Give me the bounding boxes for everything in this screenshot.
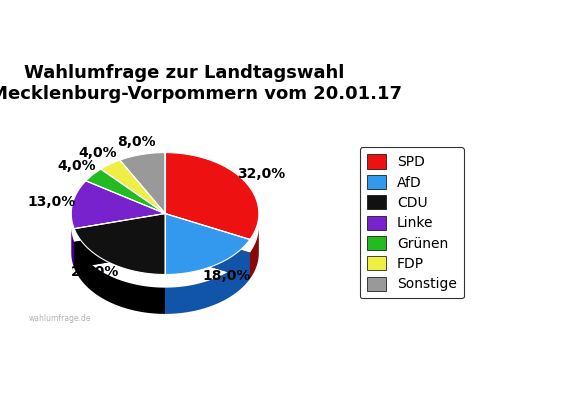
Text: 21,0%: 21,0% — [71, 265, 119, 279]
Polygon shape — [74, 227, 165, 268]
Polygon shape — [165, 227, 250, 279]
Polygon shape — [165, 153, 259, 239]
Legend: SPD, AfD, CDU, Linke, Grünen, FDP, Sonstige: SPD, AfD, CDU, Linke, Grünen, FDP, Sonst… — [360, 147, 464, 298]
Text: 32,0%: 32,0% — [238, 167, 286, 181]
Text: wahlumfrage.de: wahlumfrage.de — [29, 314, 92, 324]
Polygon shape — [165, 253, 250, 314]
Polygon shape — [165, 213, 250, 275]
Polygon shape — [250, 227, 259, 279]
Polygon shape — [74, 213, 165, 275]
Polygon shape — [71, 181, 165, 229]
Polygon shape — [71, 227, 74, 268]
Text: 4,0%: 4,0% — [58, 159, 96, 173]
Polygon shape — [120, 153, 165, 213]
Polygon shape — [74, 242, 165, 314]
Title: Wahlumfrage zur Landtagswahl
in Mecklenburg-Vorpommern vom 20.01.17: Wahlumfrage zur Landtagswahl in Mecklenb… — [0, 64, 402, 103]
Text: 18,0%: 18,0% — [202, 269, 251, 283]
Text: 13,0%: 13,0% — [28, 195, 76, 209]
Text: 4,0%: 4,0% — [78, 146, 117, 160]
Polygon shape — [86, 169, 165, 213]
Polygon shape — [74, 227, 165, 268]
Polygon shape — [165, 227, 250, 279]
Text: 8,0%: 8,0% — [117, 134, 156, 149]
Polygon shape — [101, 160, 165, 213]
